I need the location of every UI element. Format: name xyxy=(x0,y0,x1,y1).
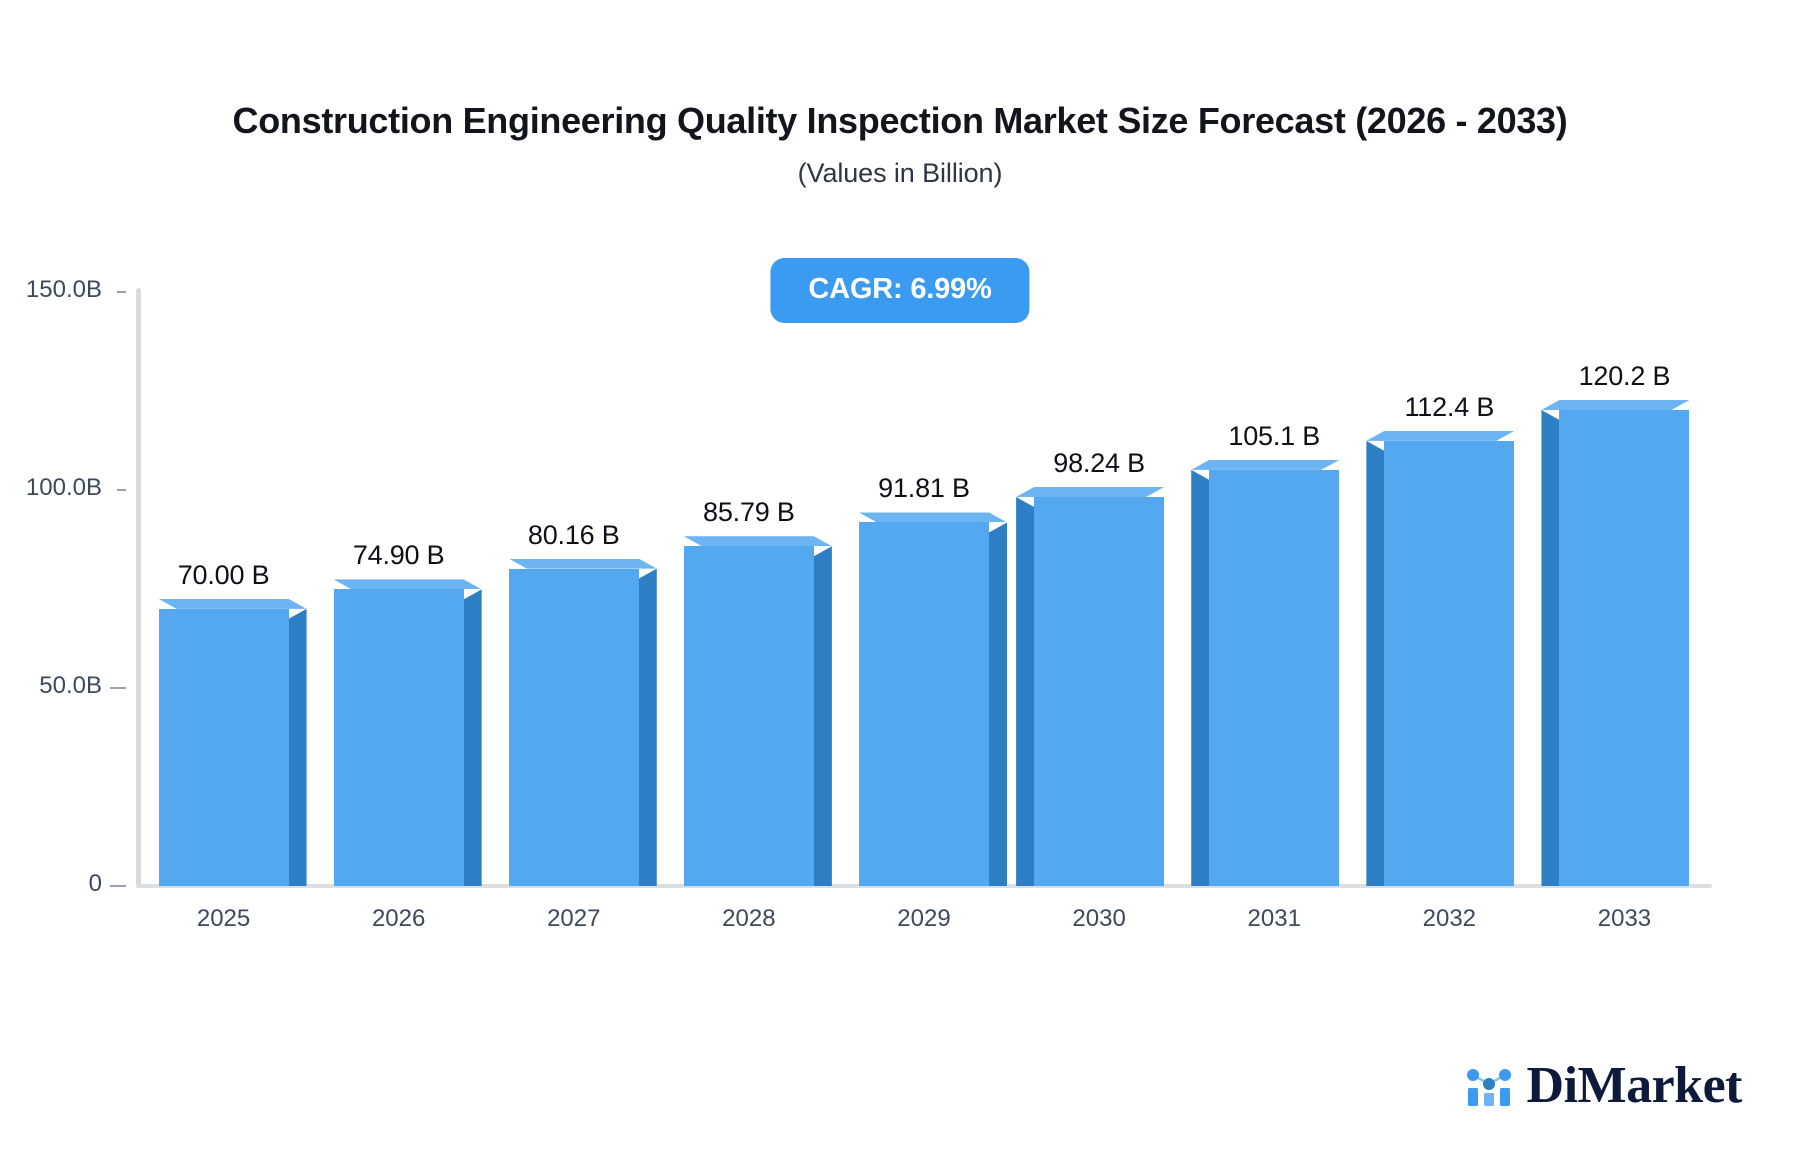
bar-side-face xyxy=(1016,496,1035,886)
bar-chart-line-icon xyxy=(1466,1069,1511,1106)
bar-group: 112.4 B 2032 xyxy=(1366,0,1515,1156)
x-axis-label: 2029 xyxy=(897,905,951,932)
bar-group: 98.24 B 2030 xyxy=(1016,0,1165,1156)
y-axis-tick-mark xyxy=(117,291,126,293)
bar-value-label: 80.16 B xyxy=(527,519,620,550)
bar-side-face xyxy=(813,546,832,886)
bar-side-face xyxy=(1541,410,1560,886)
bar-group: 91.81 B 2029 xyxy=(859,0,1007,1156)
bar[interactable] xyxy=(683,546,832,886)
bar-top-face xyxy=(1366,431,1514,441)
x-axis-line xyxy=(136,884,1712,888)
bar-front-face xyxy=(859,522,989,886)
title-block: Construction Engineering Quality Inspect… xyxy=(0,100,1800,189)
bar-value-label: 120.2 B xyxy=(1578,361,1671,392)
bar-front-face xyxy=(683,546,814,886)
x-axis-label: 2026 xyxy=(371,905,426,932)
dimarket-logo: DiMarket xyxy=(1465,1057,1743,1114)
bar-value-label: 98.24 B xyxy=(1053,447,1145,478)
bar-side-face xyxy=(989,522,1007,886)
x-axis-label: 2031 xyxy=(1247,905,1301,932)
chart-subtitle: (Values in Billion) xyxy=(797,158,1003,189)
bar-top-face xyxy=(684,536,832,546)
bar[interactable] xyxy=(1016,496,1165,886)
y-axis-tick-mark xyxy=(110,885,126,887)
y-axis-tick-mark xyxy=(117,489,126,491)
y-axis-line xyxy=(136,288,141,888)
bar-side-face xyxy=(1366,440,1385,886)
bar[interactable] xyxy=(859,522,1007,886)
bar-value-label: 74.90 B xyxy=(352,540,445,571)
bar[interactable] xyxy=(508,568,657,886)
bar-top-face xyxy=(859,512,1007,522)
bar[interactable] xyxy=(1366,440,1515,886)
x-axis-label: 2033 xyxy=(1597,905,1652,932)
bar-series: 70.00 B 2025 74.90 B 2026 80.16 B 2027 85.79 B… xyxy=(136,0,1712,1156)
x-axis-label: 2028 xyxy=(722,905,776,932)
x-axis-label: 2030 xyxy=(1072,905,1126,932)
bar-value-label: 91.81 B xyxy=(878,473,970,504)
bar-group: 70.00 B 2025 xyxy=(158,0,307,1156)
y-axis-tick-mark xyxy=(110,687,126,689)
bar-front-face xyxy=(158,608,289,886)
bar-side-face xyxy=(1191,469,1210,886)
bar-group: 105.1 B 2031 xyxy=(1191,0,1340,1156)
bar-group: 74.90 B 2026 xyxy=(333,0,482,1156)
y-axis-tick-label: 100.0B xyxy=(25,474,102,501)
chart-title: Construction Engineering Quality Inspect… xyxy=(232,100,1568,141)
bar[interactable] xyxy=(1541,410,1690,886)
bar-value-label: 105.1 B xyxy=(1228,420,1321,451)
bar-side-face xyxy=(463,589,482,886)
x-axis-label: 2027 xyxy=(547,905,601,932)
bar-value-label: 85.79 B xyxy=(703,497,795,528)
bar[interactable] xyxy=(158,608,307,886)
x-axis-label: 2025 xyxy=(196,905,251,932)
bar-top-face xyxy=(1191,460,1339,470)
bar-top-face xyxy=(159,599,307,609)
bar-value-label: 112.4 B xyxy=(1404,391,1495,422)
bar-side-face xyxy=(288,608,307,886)
bar-top-face xyxy=(334,579,482,589)
bar[interactable] xyxy=(333,589,482,886)
bar-front-face xyxy=(1034,496,1165,886)
bar-top-face xyxy=(1541,400,1689,410)
y-axis-tick-label: 0 xyxy=(88,870,102,897)
bar-group: 85.79 B 2028 xyxy=(683,0,832,1156)
x-axis-label: 2032 xyxy=(1422,905,1477,932)
bar-front-face xyxy=(1209,469,1340,886)
bar-top-face xyxy=(509,559,657,569)
bar-front-face xyxy=(1384,440,1515,886)
bar[interactable] xyxy=(1191,469,1340,886)
logo-text: DiMarket xyxy=(1526,1057,1743,1114)
bar-top-face xyxy=(1016,487,1164,497)
y-axis-tick-label: 50.0B xyxy=(39,672,102,699)
bar-side-face xyxy=(638,568,657,886)
bar-front-face xyxy=(508,568,639,886)
bar-group: 120.2 B 2033 xyxy=(1541,0,1690,1156)
bar-front-face xyxy=(1559,410,1690,886)
y-axis-tick-label: 150.0B xyxy=(25,276,102,303)
cagr-badge: CAGR: 6.99% xyxy=(770,258,1030,323)
bar-front-face xyxy=(333,589,464,886)
bar-value-label: 70.00 B xyxy=(177,559,270,590)
bar-group: 80.16 B 2027 xyxy=(508,0,657,1156)
